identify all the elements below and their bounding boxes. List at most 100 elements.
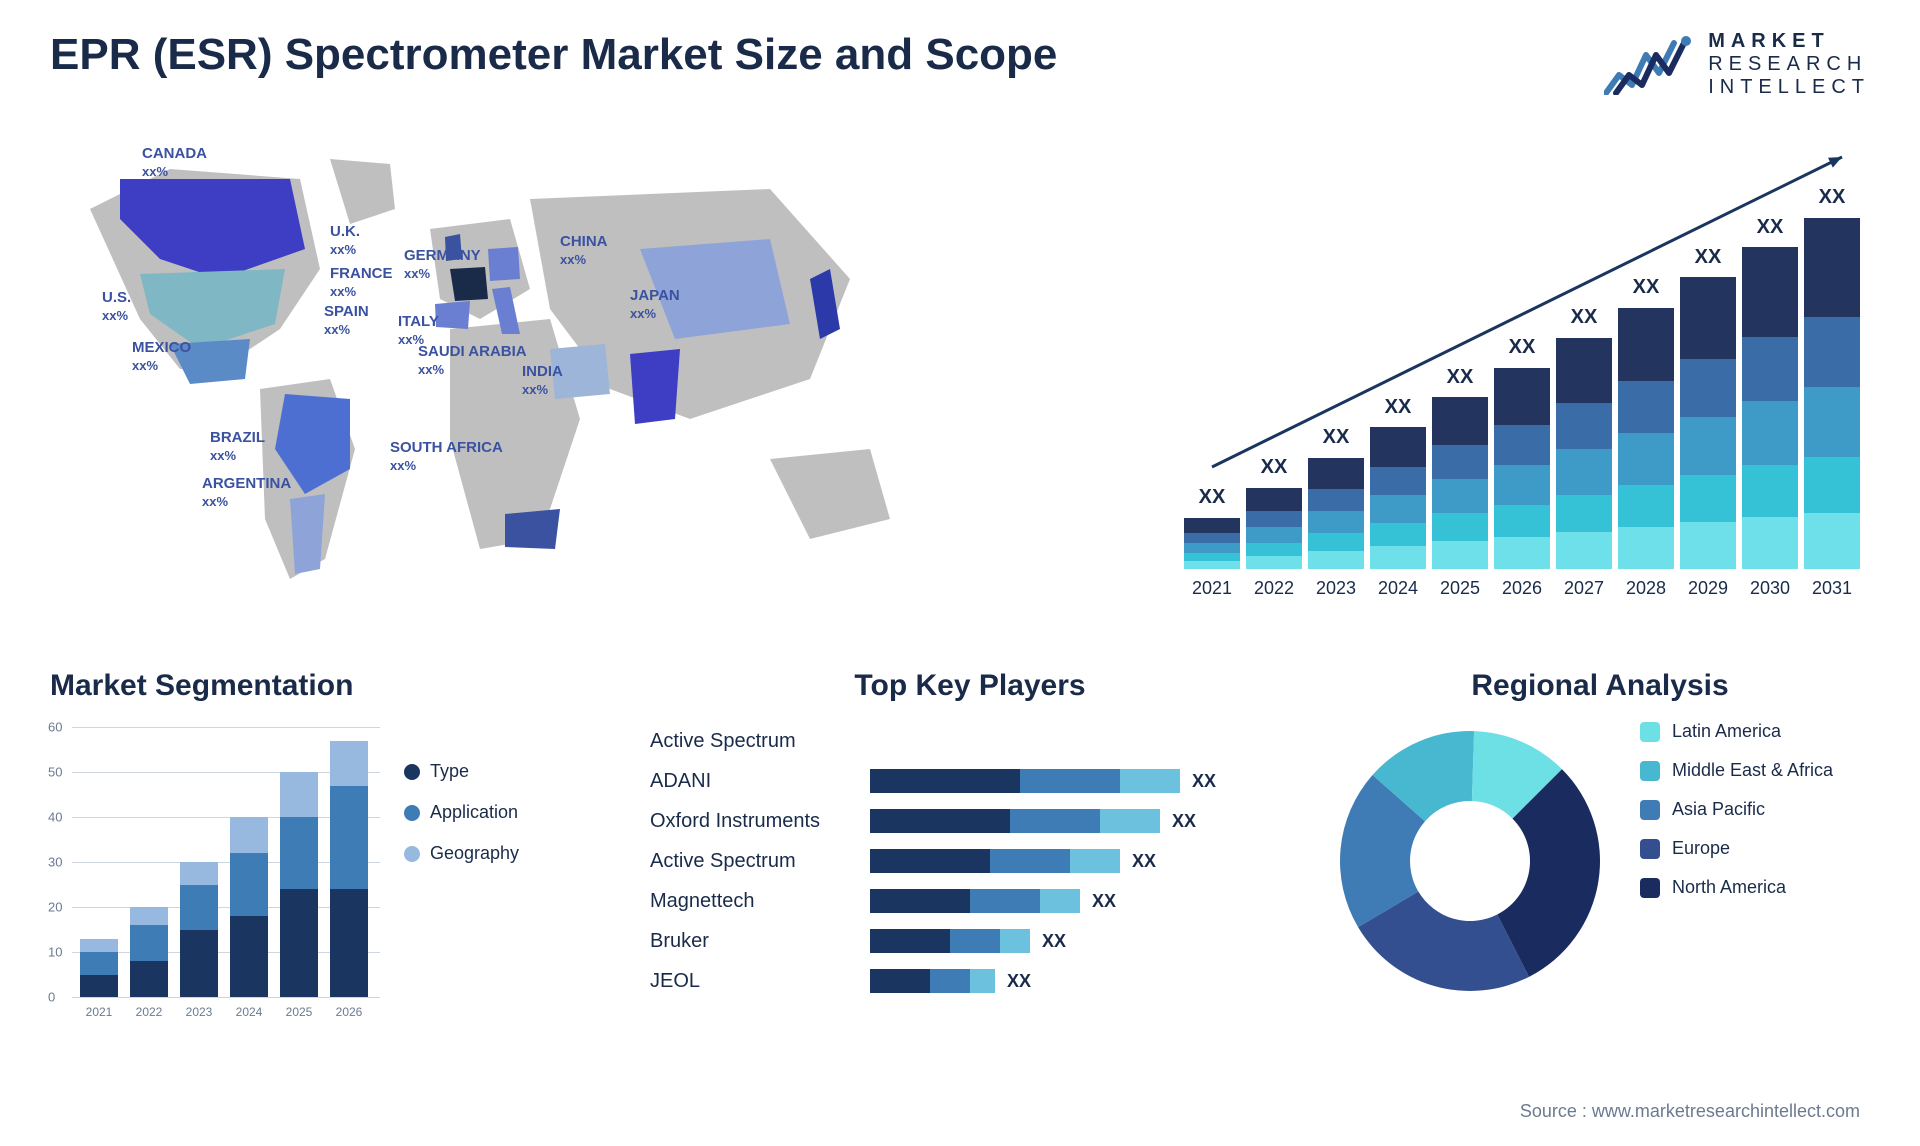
kp-value: XX xyxy=(1007,971,1031,992)
forecast-bar xyxy=(1556,337,1612,569)
forecast-chart: XXXXXXXXXXXXXXXXXXXXXX 20212022202320242… xyxy=(1010,129,1870,629)
forecast-bar-value: XX xyxy=(1804,186,1860,209)
kp-bar-segment xyxy=(870,769,1020,793)
kp-bar xyxy=(870,849,1120,873)
legend-label: Application xyxy=(430,802,518,823)
kp-bar-segment xyxy=(1040,889,1080,913)
legend-label: Middle East & Africa xyxy=(1672,760,1833,781)
kp-bar-segment xyxy=(870,929,950,953)
forecast-bar-year: 2025 xyxy=(1432,578,1488,599)
regional-body: Latin AmericaMiddle East & AfricaAsia Pa… xyxy=(1330,721,1870,1001)
legend-swatch-icon xyxy=(1640,800,1660,820)
kp-name: ADANI xyxy=(650,770,870,793)
legend-label: North America xyxy=(1672,877,1786,898)
map-country xyxy=(290,494,325,574)
seg-legend-item: Geography xyxy=(404,843,519,864)
seg-y-tick: 40 xyxy=(48,810,62,825)
regional-legend-item: Middle East & Africa xyxy=(1640,760,1833,781)
seg-y-tick: 50 xyxy=(48,765,62,780)
kp-bar-segment xyxy=(870,809,1010,833)
seg-bar-segment xyxy=(280,772,318,817)
forecast-bar-segment xyxy=(1246,543,1302,556)
map-label: U.S.xx% xyxy=(102,289,131,324)
source-citation: Source : www.marketresearchintellect.com xyxy=(1520,1101,1860,1122)
legend-label: Geography xyxy=(430,843,519,864)
seg-bar-segment xyxy=(230,853,268,916)
regional-legend-item: North America xyxy=(1640,877,1833,898)
forecast-bar-year: 2022 xyxy=(1246,578,1302,599)
seg-bar-segment xyxy=(130,925,168,961)
forecast-bar-segment xyxy=(1618,527,1674,569)
kp-name: Oxford Instruments xyxy=(650,810,870,833)
forecast-bar-segment xyxy=(1370,546,1426,569)
kp-bar xyxy=(870,929,1030,953)
seg-x-tick: 2022 xyxy=(130,1005,168,1019)
kp-name: Magnettech xyxy=(650,890,870,913)
legend-label: Europe xyxy=(1672,838,1730,859)
legend-label: Latin America xyxy=(1672,721,1781,742)
forecast-bar-segment xyxy=(1680,417,1736,475)
seg-bar xyxy=(80,939,118,998)
forecast-bar-segment xyxy=(1742,517,1798,569)
regional-donut-chart xyxy=(1330,721,1610,1001)
forecast-bar-segment xyxy=(1246,488,1302,511)
forecast-bar-segment xyxy=(1432,513,1488,541)
forecast-bar-year: 2026 xyxy=(1494,578,1550,599)
regional-title: Regional Analysis xyxy=(1330,669,1870,703)
map-label: SPAINxx% xyxy=(324,303,369,338)
forecast-bar xyxy=(1742,247,1798,569)
kp-name: Bruker xyxy=(650,930,870,953)
legend-swatch-icon xyxy=(404,764,420,780)
key-players-title: Top Key Players xyxy=(650,669,1290,703)
forecast-bar-segment xyxy=(1618,433,1674,485)
seg-bar-segment xyxy=(80,952,118,975)
forecast-bar-segment xyxy=(1184,533,1240,543)
seg-y-tick: 20 xyxy=(48,900,62,915)
forecast-bar xyxy=(1804,217,1860,569)
kp-value: XX xyxy=(1192,771,1216,792)
legend-swatch-icon xyxy=(404,846,420,862)
legend-swatch-icon xyxy=(1640,761,1660,781)
legend-swatch-icon xyxy=(1640,839,1660,859)
forecast-bar-year: 2021 xyxy=(1184,578,1240,599)
forecast-bar-segment xyxy=(1618,485,1674,527)
seg-bar xyxy=(280,772,318,997)
seg-x-tick: 2023 xyxy=(180,1005,218,1019)
forecast-bar-segment xyxy=(1556,338,1612,403)
forecast-bar-segment xyxy=(1804,387,1860,457)
seg-bar-segment xyxy=(330,741,368,786)
kp-value: XX xyxy=(1172,811,1196,832)
kp-bar-segment xyxy=(870,889,970,913)
forecast-bar-value: XX xyxy=(1246,456,1302,479)
map-country xyxy=(435,301,470,329)
kp-bar-segment xyxy=(1000,929,1030,953)
seg-gridline xyxy=(72,997,380,998)
seg-bar-segment xyxy=(180,885,218,930)
forecast-bar-segment xyxy=(1804,317,1860,387)
forecast-bar-value: XX xyxy=(1494,336,1550,359)
kp-bar-segment xyxy=(870,849,990,873)
header: EPR (ESR) Spectrometer Market Size and S… xyxy=(50,30,1870,99)
forecast-bar-segment xyxy=(1370,427,1426,467)
forecast-bar-value: XX xyxy=(1742,216,1798,239)
forecast-bar-segment xyxy=(1618,308,1674,381)
forecast-bar-segment xyxy=(1804,218,1860,317)
forecast-bar xyxy=(1184,517,1240,569)
forecast-bar-segment xyxy=(1308,533,1364,551)
forecast-bar xyxy=(1432,397,1488,569)
map-label: ARGENTINAxx% xyxy=(202,475,291,510)
forecast-bar xyxy=(1246,487,1302,569)
seg-y-tick: 30 xyxy=(48,855,62,870)
seg-bar xyxy=(330,741,368,998)
logo-text: MARKET RESEARCH INTELLECT xyxy=(1708,30,1870,99)
forecast-bar-year: 2023 xyxy=(1308,578,1364,599)
forecast-bar xyxy=(1618,307,1674,569)
key-players-panel: Top Key Players Active SpectrumADANIXXOx… xyxy=(650,669,1290,1021)
forecast-bar-year: 2029 xyxy=(1680,578,1736,599)
forecast-bar-segment xyxy=(1246,511,1302,527)
forecast-bar-value: XX xyxy=(1680,246,1736,269)
seg-bar-segment xyxy=(180,862,218,885)
forecast-bar xyxy=(1370,427,1426,569)
forecast-bar-value: XX xyxy=(1432,366,1488,389)
kp-value: XX xyxy=(1132,851,1156,872)
